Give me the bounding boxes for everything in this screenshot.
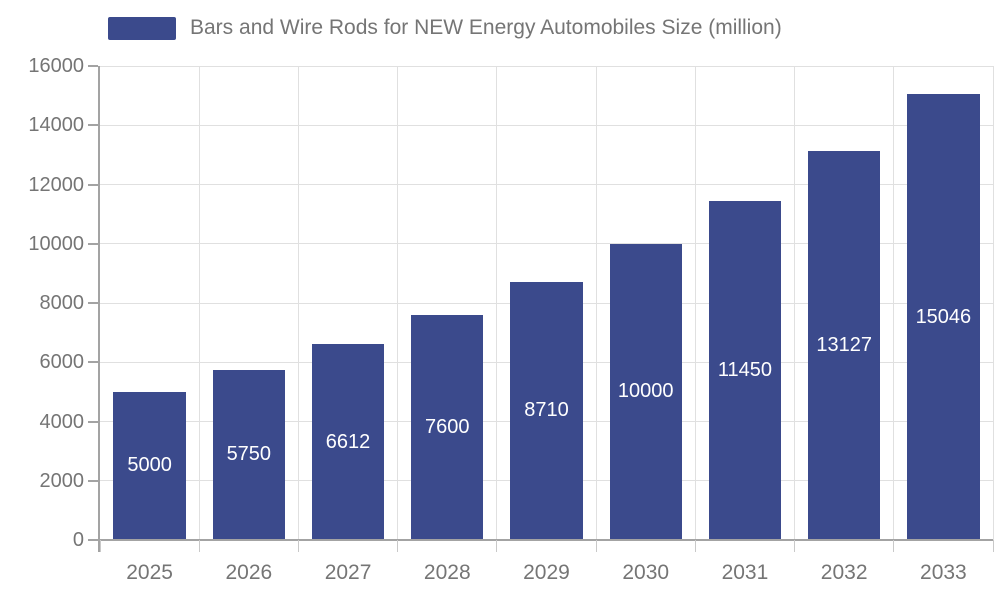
x-gridline <box>297 66 299 540</box>
y-axis-tick-label: 8000 <box>39 292 85 314</box>
y-axis-tick <box>88 361 98 364</box>
bar-value-label: 15046 <box>915 305 972 328</box>
x-gridline <box>595 66 597 540</box>
y-axis-tick-label: 10000 <box>28 232 84 255</box>
x-axis-tick-label: 2028 <box>423 561 471 584</box>
x-axis-tick <box>992 540 994 552</box>
x-axis-tick-label: 2027 <box>324 561 372 584</box>
bar-2027[interactable]: 6612 <box>311 344 385 540</box>
bar-2028[interactable]: 7600 <box>411 314 484 540</box>
y-axis-tick-label: 0 <box>72 529 84 551</box>
x-axis-line <box>90 539 993 541</box>
x-gridline <box>198 66 200 540</box>
x-axis-tick <box>794 540 796 552</box>
y-axis-tick <box>88 302 98 304</box>
x-gridline <box>496 66 498 540</box>
x-axis-tick <box>99 540 101 552</box>
bar-value-label: 5750 <box>226 443 272 466</box>
y-axis-tick <box>88 420 98 423</box>
x-gridline <box>893 66 895 540</box>
bar-2031[interactable]: 11450 <box>708 200 782 540</box>
bar-value-label: 13127 <box>816 334 872 357</box>
y-axis-tick-label: 6000 <box>39 351 85 374</box>
x-axis-tick-label: 2026 <box>225 561 273 584</box>
y-gridline <box>100 184 993 185</box>
bar-value-label: 5000 <box>127 454 172 477</box>
bar-2030[interactable]: 10000 <box>609 243 682 540</box>
x-axis-tick-label: 2031 <box>721 561 769 584</box>
x-gridline <box>397 66 399 540</box>
y-axis-tick-label: 12000 <box>28 173 84 196</box>
legend-swatch <box>108 16 176 40</box>
y-axis-tick <box>88 124 98 127</box>
y-axis-tick-label: 4000 <box>39 410 85 433</box>
bar-2029[interactable]: 8710 <box>510 281 583 540</box>
y-axis-tick <box>88 539 98 541</box>
x-axis-tick-label: 2029 <box>523 561 570 584</box>
y-axis-tick-label: 14000 <box>28 114 84 137</box>
y-gridline <box>100 124 993 126</box>
bar-value-label: 7600 <box>425 415 470 438</box>
plot-area: 5000 5750 6612 7600 8710 10000 11450 13127 15046 <box>100 65 994 540</box>
x-axis-tick-label: 2030 <box>622 561 670 584</box>
y-gridline <box>100 243 993 245</box>
x-gridline <box>694 66 696 540</box>
bar-2025[interactable]: 5000 <box>113 391 186 540</box>
x-axis-tick-label: 2033 <box>920 561 967 584</box>
bar-value-label: 10000 <box>617 380 674 403</box>
x-axis-tick <box>595 540 597 552</box>
bar-2032[interactable]: 13127 <box>807 151 881 540</box>
bar-2033[interactable]: 15046 <box>907 94 980 540</box>
y-axis-tick-label: 2000 <box>39 469 85 492</box>
bar-value-label: 6612 <box>325 430 371 453</box>
y-axis-line <box>98 66 100 552</box>
x-axis-tick-label: 2032 <box>820 561 868 584</box>
y-gridline <box>100 65 993 67</box>
legend-label: Bars and Wire Rods for NEW Energy Automo… <box>190 16 782 39</box>
y-axis-tick <box>88 479 98 482</box>
bar-value-label: 11450 <box>717 358 772 381</box>
y-axis-tick <box>88 183 98 186</box>
x-axis-tick <box>694 540 696 552</box>
legend-item[interactable]: Bars and Wire Rods for NEW Energy Automo… <box>108 16 782 40</box>
x-gridline <box>992 66 994 540</box>
x-axis-tick <box>893 540 895 552</box>
x-axis-tick <box>496 540 498 552</box>
x-axis-tick <box>397 540 399 552</box>
x-axis-tick <box>198 540 200 552</box>
x-gridline <box>794 66 796 540</box>
y-axis-tick <box>88 242 98 245</box>
x-axis-tick-label: 2025 <box>126 561 173 584</box>
bar-2026[interactable]: 5750 <box>212 369 286 540</box>
y-axis-tick <box>88 65 98 67</box>
bar-value-label: 8710 <box>524 399 569 422</box>
y-axis-tick-label: 16000 <box>28 55 84 77</box>
x-axis-tick <box>297 540 299 552</box>
